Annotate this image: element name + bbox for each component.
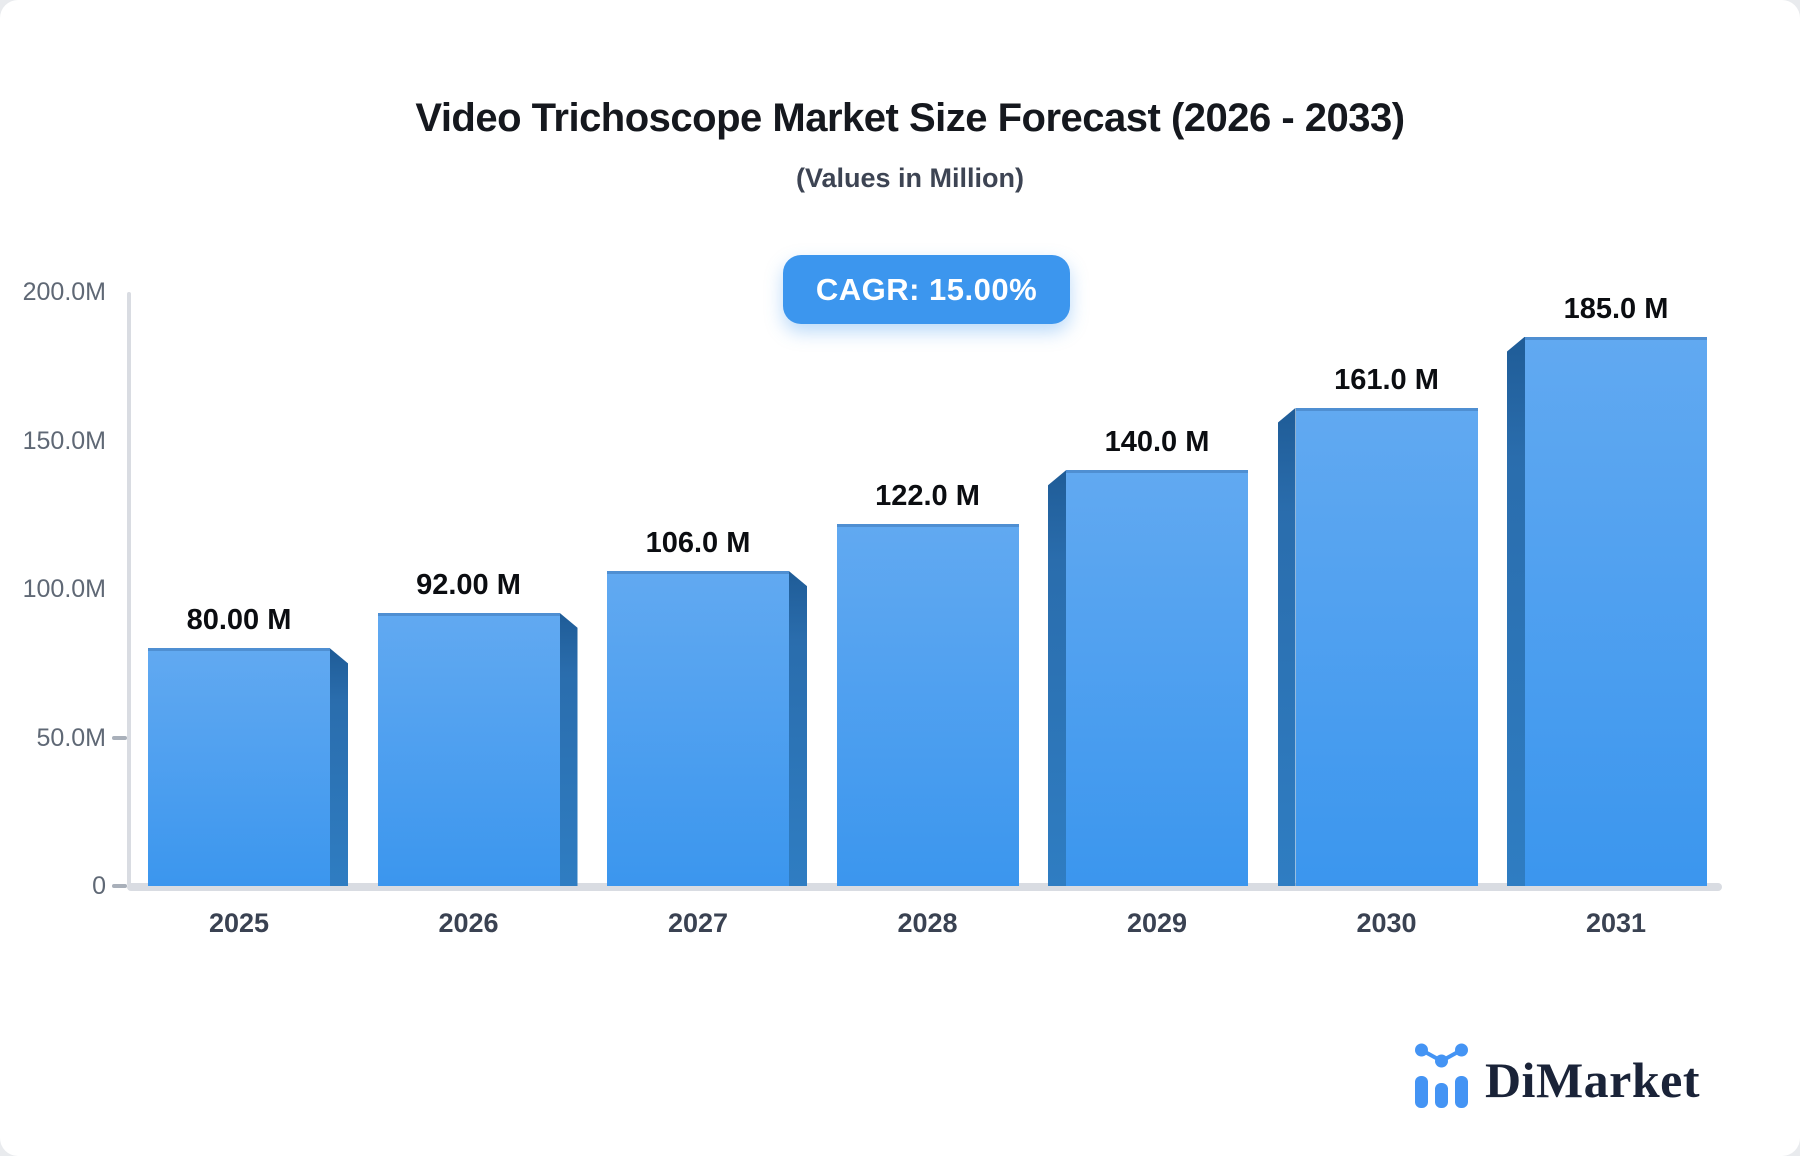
- bar: [1295, 407, 1478, 886]
- bar: [607, 571, 789, 886]
- cagr-badge-label: CAGR: 15.00%: [815, 271, 1038, 307]
- bar-value-label: 92.00 M: [416, 568, 521, 601]
- bar-side-3d: [1277, 407, 1296, 886]
- x-axis-category-label: 2029: [1126, 908, 1188, 938]
- brand-logo: DiMarket: [1413, 1038, 1700, 1108]
- x-axis-category-label: 2028: [897, 908, 958, 938]
- y-tick-label: 200.0M: [22, 278, 106, 306]
- y-axis-line: [127, 292, 131, 886]
- y-tick-label: 0: [92, 872, 106, 900]
- x-axis-category-label: 2025: [208, 908, 270, 938]
- x-axis-category-label: 2026: [438, 908, 499, 938]
- y-tick-mark: [112, 735, 127, 740]
- bar-side-3d: [1507, 336, 1525, 886]
- bar-side-3d: [330, 648, 348, 886]
- y-tick-mark: [112, 884, 127, 888]
- bar-side-3d: [789, 571, 807, 886]
- bar-value-label: 80.00 M: [186, 604, 292, 637]
- bar-side-3d: [559, 612, 578, 886]
- x-axis-category-label: 2030: [1356, 908, 1417, 938]
- x-axis-category-label: 2031: [1585, 908, 1647, 938]
- bar: [148, 648, 330, 886]
- bar: [1066, 470, 1248, 886]
- mini-bar-chart-icon: [1414, 1043, 1468, 1108]
- bar-value-label: 140.0 M: [1104, 426, 1210, 459]
- bar-side-3d: [1048, 470, 1066, 886]
- brand-logo-text: DiMarket: [1484, 1052, 1700, 1108]
- cagr-badge: CAGR: 15.00%: [783, 255, 1070, 324]
- bar: [1525, 336, 1707, 886]
- bar-value-label: 122.0 M: [875, 479, 980, 512]
- bar: [836, 523, 1019, 886]
- x-axis-line: [127, 883, 1722, 891]
- y-tick-label: 150.0M: [22, 426, 106, 455]
- bar: [377, 612, 560, 886]
- x-axis-category-label: 2027: [667, 908, 729, 938]
- chart-header: Video Trichoscope Market Size Forecast (…: [20, 96, 1800, 194]
- chart-title: Video Trichoscope Market Size Forecast (…: [415, 96, 1405, 140]
- bar-value-label: 161.0 M: [1334, 363, 1439, 396]
- y-tick-label: 50.0M: [36, 723, 106, 752]
- chart-subtitle: (Values in Million): [795, 163, 1025, 193]
- bar-value-label: 185.0 M: [1563, 292, 1669, 325]
- y-tick-label: 100.0M: [22, 575, 106, 603]
- bar-value-label: 106.0 M: [645, 527, 751, 560]
